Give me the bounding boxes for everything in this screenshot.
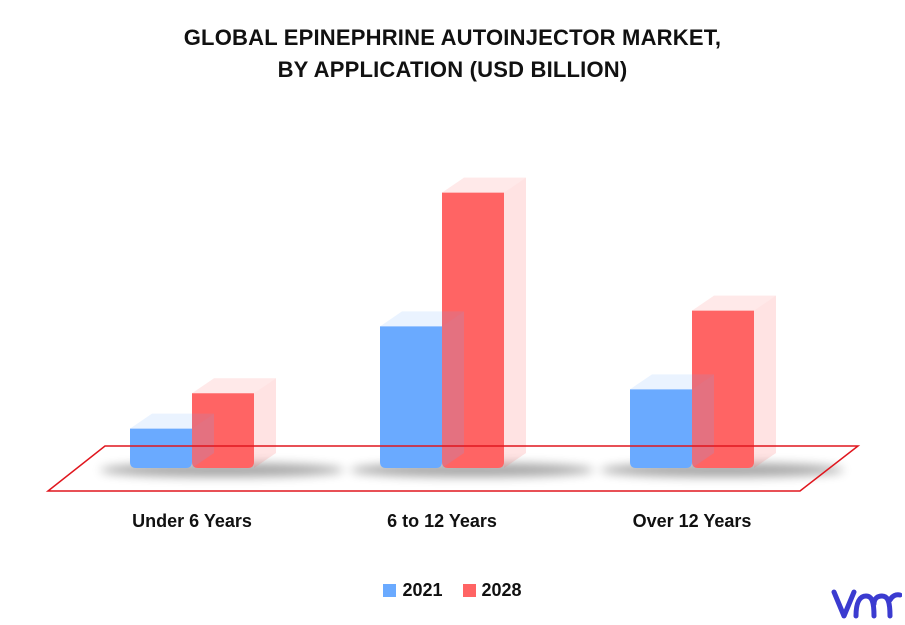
chart-title-line-2: BY APPLICATION (USD BILLION) — [277, 57, 628, 82]
legend: 2021 2028 — [0, 580, 905, 601]
bar-side-over-12-years-2028 — [754, 295, 776, 468]
bar-over-12-years-2021 — [630, 389, 692, 468]
legend-item-2021: 2021 — [383, 580, 443, 601]
bar-top-under-6-years-2021 — [130, 413, 214, 429]
bar-under-6-years-2028 — [192, 393, 254, 468]
bar-top-over-12-years-2021 — [630, 374, 714, 390]
category-label-6-to-12-years: 6 to 12 Years — [387, 511, 497, 531]
bar-side-under-6-years-2021 — [192, 413, 214, 468]
bar-top-over-12-years-2028 — [692, 295, 776, 311]
bar-side-6-to-12-years-2028 — [504, 177, 526, 468]
bar-6-to-12-years-2021 — [380, 326, 442, 468]
bar-top-under-6-years-2028 — [192, 378, 276, 394]
bar-6-to-12-years-2028 — [442, 192, 504, 468]
legend-item-2028: 2028 — [462, 580, 522, 601]
legend-label-2021: 2021 — [402, 580, 443, 600]
bar-side-over-12-years-2021 — [692, 374, 714, 468]
legend-swatch-2021 — [383, 584, 397, 597]
legend-label-2028: 2028 — [481, 580, 522, 600]
chart-title: GLOBAL EPINEPHRINE AUTOINJECTOR MARKET, … — [0, 22, 905, 86]
chart-title-line-1: GLOBAL EPINEPHRINE AUTOINJECTOR MARKET, — [183, 25, 722, 50]
category-label-over-12-years: Over 12 Years — [633, 511, 752, 531]
bar-under-6-years-2021 — [130, 428, 192, 468]
chart-floor-outline — [45, 445, 861, 492]
legend-swatch-2028 — [462, 584, 476, 597]
vmr-logo-icon — [831, 589, 902, 619]
bar-top-6-to-12-years-2021 — [380, 311, 464, 327]
bar-over-12-years-2028 — [692, 310, 754, 468]
bar-top-6-to-12-years-2028 — [442, 177, 526, 193]
category-label-under-6-years: Under 6 Years — [132, 511, 252, 531]
bar-side-under-6-years-2028 — [254, 378, 276, 468]
bar-side-6-to-12-years-2021 — [442, 311, 464, 468]
